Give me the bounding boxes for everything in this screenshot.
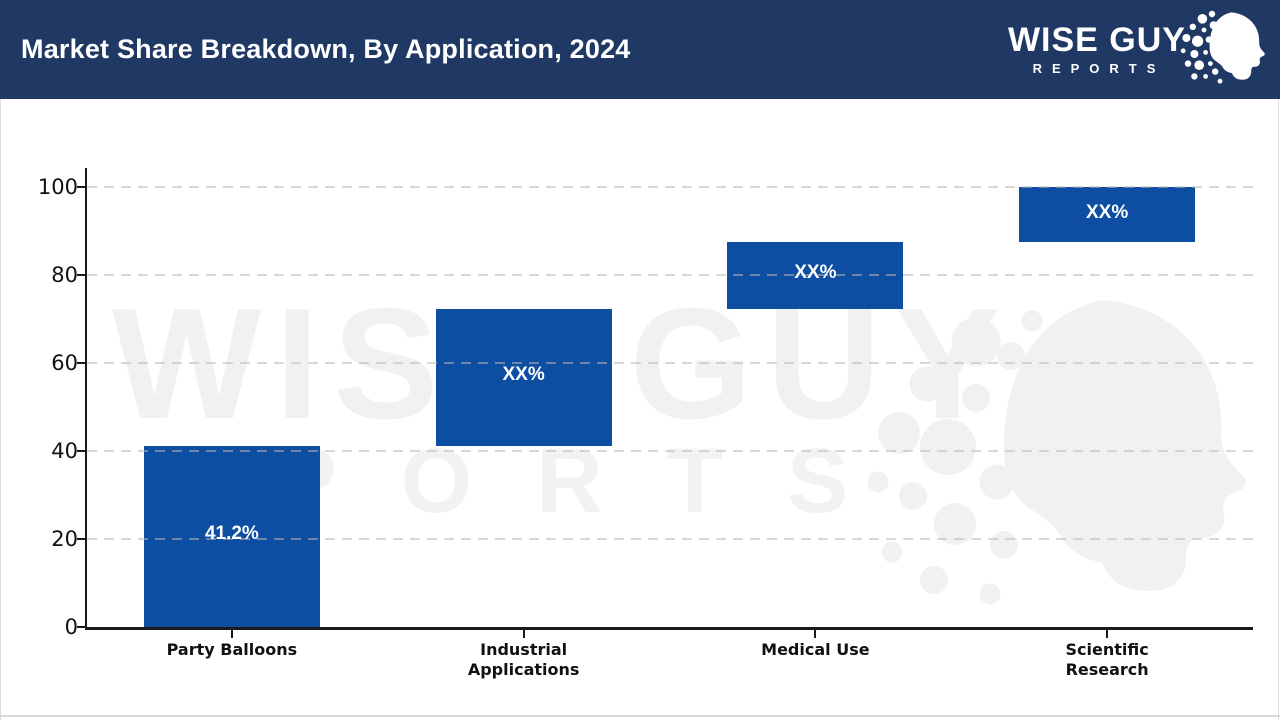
x-tick-mark [230,630,233,638]
gridline-100 [87,186,1253,188]
right-edge-line [1278,99,1279,720]
logo-wordmark: WISE GUY [1007,21,1186,59]
y-tick-mark [77,538,86,540]
gridline-60 [87,362,1253,364]
x-tick-label-industrial-applications: Industrial Applications [467,640,580,679]
x-axis-line [85,627,1253,630]
x-tick-label-party-balloons: Party Balloons [166,640,298,659]
bottom-edge-line [0,715,1280,717]
x-tick-label-scientific-research: Scientific Research [1065,640,1149,679]
y-tick-mark [77,450,86,452]
y-tick-label: 80 [51,263,78,287]
bar-value-label: XX% [502,364,545,386]
wiseguy-reports-logo: WISE GUY REPORTS [1008,0,1268,99]
left-edge-line [0,99,1,720]
chart-title: Market Share Breakdown, By Application, … [21,34,631,64]
y-tick-label: 40 [51,439,78,463]
watermark-face-icon [867,300,1246,605]
y-tick-label: 0 [64,615,78,639]
y-tick-mark [77,186,86,188]
x-tick-mark [522,630,525,638]
bar-value-label: XX% [794,262,837,284]
bar-party-balloons [143,445,320,627]
x-tick-label-medical-use: Medical Use [761,640,870,659]
y-tick-label: 100 [37,175,78,199]
gridline-80 [87,274,1253,276]
bar-value-label: XX% [1086,201,1129,223]
wiseguy-face-icon [1180,10,1265,84]
gridline-20 [87,538,1253,540]
header-banner: Market Share Breakdown, By Application, … [0,0,1280,99]
bar-value-label: 41.2% [204,523,259,545]
y-axis-line [85,168,87,629]
bar-industrial-applications [435,308,612,446]
x-tick-mark [1106,630,1109,638]
y-tick-label: 60 [51,351,78,375]
y-tick-label: 20 [51,527,78,551]
bar-scientific-research [1019,187,1196,242]
y-tick-mark [77,362,86,364]
y-tick-mark [77,626,86,628]
x-tick-mark [814,630,817,638]
logo-subtext: REPORTS [1032,61,1166,76]
y-tick-mark [77,274,86,276]
gridline-40 [87,450,1253,452]
